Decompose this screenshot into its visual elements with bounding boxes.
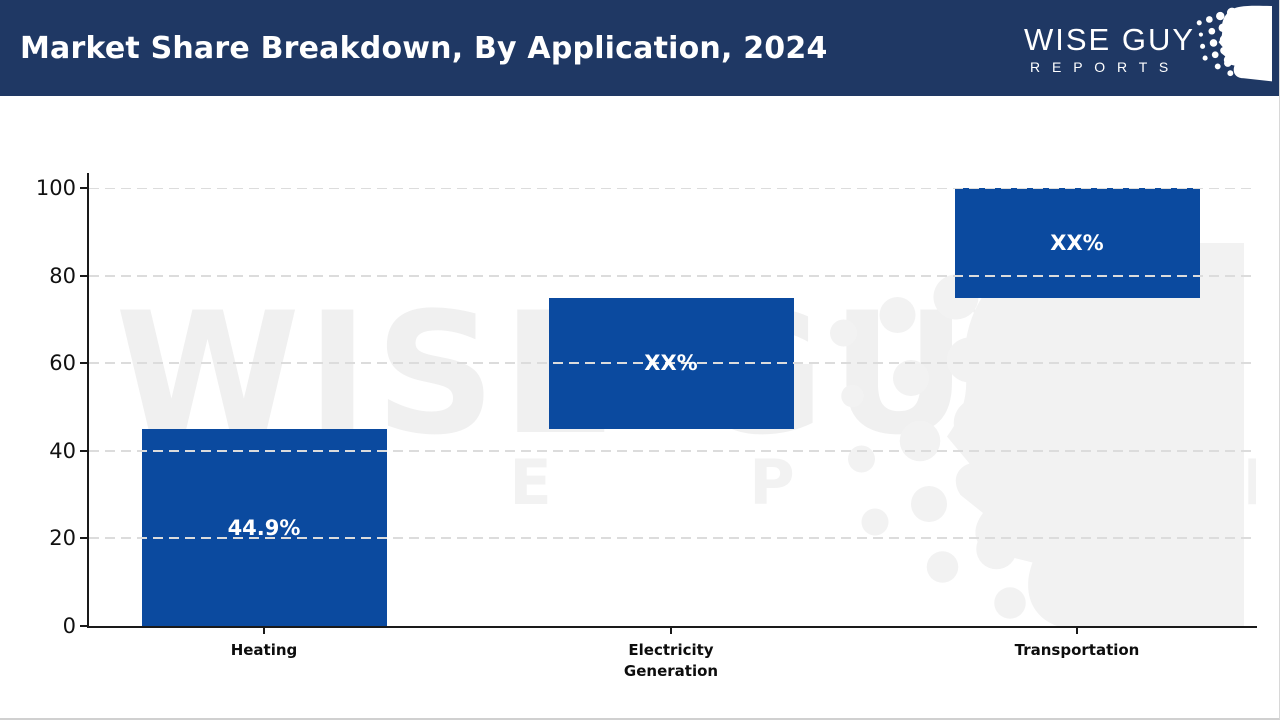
header-bar: Market Share Breakdown, By Application, … (0, 0, 1279, 96)
logo-wordmark: WISE GUY (1024, 22, 1195, 57)
y-tick-label: 80 (49, 263, 76, 288)
gridline (89, 274, 1256, 277)
bar-segment (141, 429, 387, 626)
y-tick-label: 40 (49, 438, 76, 463)
gridline (89, 362, 1256, 365)
chart-title: Market Share Breakdown, By Application, … (20, 30, 828, 66)
x-tick-mark (670, 628, 672, 634)
logo-subtext: R E P O R T S (1030, 59, 1172, 75)
y-tick-mark (80, 187, 88, 189)
bar-value-label: 44.9% (227, 515, 301, 540)
y-axis-spine (87, 173, 89, 628)
logo-face-icon (1196, 5, 1272, 82)
gridline (89, 188, 1256, 189)
x-axis-label: Electricity Generation (623, 641, 719, 680)
plot-area: WISE GUY R E P O R T S 44.9%XX%XX% (89, 188, 1256, 626)
wiseguy-logo: WISE GUY R E P O R T S (1024, 5, 1272, 82)
x-axis-label: Transportation (1014, 641, 1140, 659)
y-tick-label: 60 (49, 351, 76, 376)
watermark-face-icon (830, 243, 1244, 626)
x-tick-mark (263, 628, 265, 634)
gridline (89, 449, 1256, 452)
y-tick-label: 20 (49, 526, 76, 551)
gridline (89, 537, 1256, 540)
y-tick-mark (80, 274, 88, 277)
bar-value-label: XX% (644, 351, 698, 376)
y-tick-mark (80, 537, 88, 540)
y-tick-mark (80, 449, 88, 452)
bar-segment (954, 188, 1200, 298)
x-tick-mark (1076, 628, 1078, 634)
y-tick-mark (80, 625, 88, 627)
y-tick-label: 0 (62, 614, 76, 638)
y-tick-mark (80, 362, 88, 365)
x-axis-spine (87, 626, 1257, 628)
y-tick-label: 100 (35, 176, 76, 200)
bar-value-label: XX% (1050, 230, 1104, 255)
x-axis-label: Heating (230, 641, 298, 659)
